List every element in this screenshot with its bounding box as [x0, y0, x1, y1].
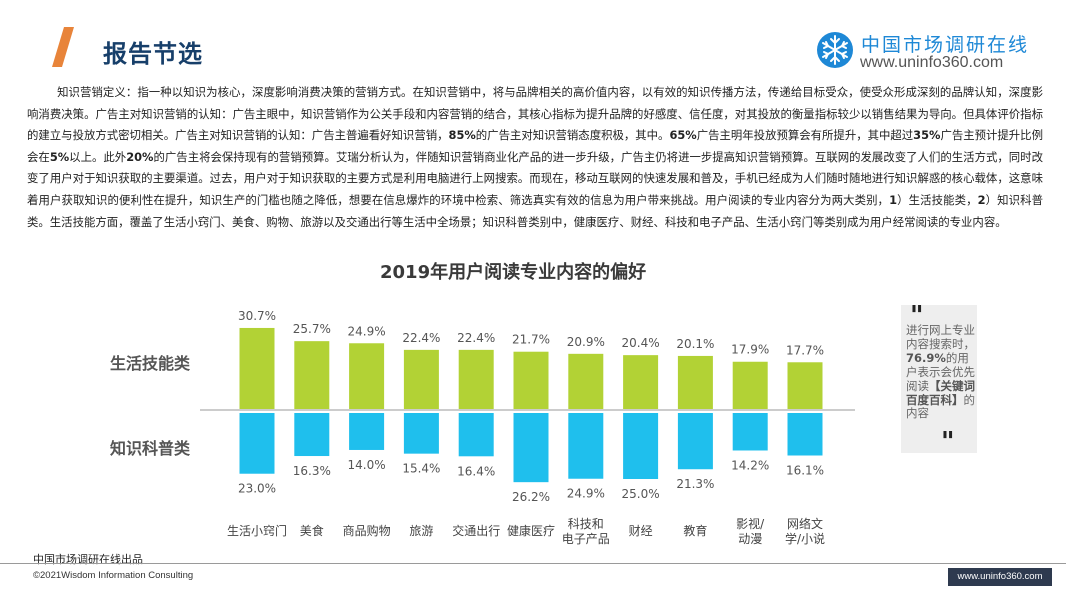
highlight-number: 20%	[126, 149, 154, 164]
snowflake-logo-icon	[817, 32, 853, 68]
data-label-knowledge: 14.0%	[348, 458, 386, 472]
text-segment: 以上。此外	[69, 149, 127, 164]
bar-life-skills	[294, 341, 330, 409]
category-label: 教育	[683, 523, 707, 538]
text-segment: 的广告主对知识营销态度积极，其中。	[475, 128, 670, 143]
data-label-knowledge: 25.0%	[622, 487, 660, 501]
bar-life-skills	[349, 343, 385, 409]
bar-life-skills	[513, 351, 549, 409]
callout-box: " 进行网上专业内容搜索时，76.9%的用户表示会优先阅读【关键词百度百科】的内…	[901, 301, 977, 457]
bar-life-skills	[732, 361, 768, 409]
bar-life-skills	[568, 353, 604, 409]
callout-highlight: 76.9%	[906, 350, 946, 365]
page-title: 报告节选	[103, 40, 203, 68]
text-segment: 知识营销定义：指一种以知识为核心，深度影响消费决策的营销方式。在知识营销中，将与…	[27, 85, 1043, 143]
category-label: 交通出行	[452, 523, 500, 538]
bar-life-skills	[403, 349, 439, 409]
bar-life-skills	[623, 355, 659, 409]
text-segment: ）知识科普类。生活技能方面，覆盖了生活小窍门、美食、购物、旅游以及交通出行等生活…	[27, 192, 1043, 229]
bar-life-skills	[677, 355, 713, 409]
footer-copyright: ©2021Wisdom Information Consulting	[33, 570, 194, 581]
category-label: 财经	[629, 524, 653, 538]
body-paragraph: 知识营销定义：指一种以知识为核心，深度影响消费决策的营销方式。在知识营销中，将与…	[27, 82, 1043, 233]
bar-knowledge	[513, 413, 549, 483]
bar-knowledge	[294, 413, 330, 457]
data-label-knowledge: 23.0%	[238, 482, 276, 496]
data-label-knowledge: 26.2%	[512, 490, 550, 504]
text-segment: ）生活技能类，	[897, 192, 978, 207]
data-label-life-skills: 21.7%	[512, 333, 550, 347]
category-label: 影视/动漫	[736, 516, 765, 546]
data-label-life-skills: 20.4%	[622, 336, 660, 350]
data-label-life-skills: 24.9%	[348, 324, 386, 338]
data-label-knowledge: 14.2%	[731, 458, 769, 472]
category-label: 生活小窍门	[227, 523, 287, 538]
category-label: 科技和电子产品	[562, 517, 610, 546]
highlight-number: 5%	[49, 149, 70, 164]
bar-knowledge	[349, 413, 385, 450]
data-label-life-skills: 30.7%	[238, 309, 276, 323]
highlight-number: 1	[889, 192, 897, 207]
data-label-life-skills: 17.7%	[786, 343, 824, 357]
category-label: 商品购物	[343, 523, 391, 538]
category-label: 美食	[300, 523, 324, 538]
quote-close-icon: "	[941, 427, 955, 457]
bar-knowledge	[458, 413, 494, 457]
data-label-knowledge: 15.4%	[402, 462, 440, 476]
highlight-number: 2	[977, 192, 986, 207]
quote-open-icon: "	[910, 301, 924, 331]
bar-knowledge	[787, 413, 823, 456]
data-label-life-skills: 22.4%	[457, 331, 495, 345]
text-segment: 的广告主将会保持现有的营销预算。艾瑞分析认为，伴随知识营销商业化产品的进一步升级…	[27, 149, 1043, 207]
series-label-knowledge: 知识科普类	[110, 439, 191, 458]
bar-knowledge	[239, 413, 275, 474]
text-segment: 广告主预计提升比例会在	[27, 128, 1043, 164]
data-label-life-skills: 20.9%	[567, 335, 605, 349]
chart-title: 2019年用户阅读专业内容的偏好	[380, 262, 647, 283]
data-label-knowledge: 16.4%	[457, 464, 495, 478]
bar-knowledge	[403, 413, 439, 454]
footer-divider	[0, 563, 1066, 564]
bar-knowledge	[677, 413, 713, 470]
highlight-number: 85%	[448, 128, 476, 143]
bar-life-skills	[787, 362, 823, 409]
bar-life-skills	[239, 327, 275, 409]
data-label-knowledge: 16.1%	[786, 464, 824, 478]
data-label-knowledge: 24.9%	[567, 487, 605, 501]
data-label-life-skills: 22.4%	[402, 331, 440, 345]
brand-logo[interactable]: 中国市场调研在线 www.uninfo360.com	[816, 30, 1056, 76]
category-label: 旅游	[409, 524, 433, 538]
series-label-life-skills: 生活技能类	[110, 354, 191, 373]
category-label: 健康医疗	[507, 523, 555, 538]
bar-knowledge	[568, 413, 604, 479]
data-label-life-skills: 20.1%	[676, 337, 714, 351]
footer-url-link[interactable]: www.uninfo360.com	[948, 568, 1052, 586]
logo-name: 中国市场调研在线	[861, 34, 1030, 56]
category-label: 网络文学/小说	[785, 516, 825, 546]
text-segment: 广告主明年投放预算会有所提升，其中超过	[696, 128, 914, 143]
footer-source: 中国市场调研在线出品	[33, 553, 143, 566]
bar-knowledge	[623, 413, 659, 479]
highlight-number: 35%	[913, 128, 941, 143]
highlight-number: 65%	[669, 128, 697, 143]
bar-life-skills	[458, 349, 494, 409]
logo-url[interactable]: www.uninfo360.com	[860, 54, 1004, 71]
data-label-life-skills: 17.9%	[731, 343, 769, 357]
data-label-knowledge: 16.3%	[293, 464, 331, 478]
data-label-life-skills: 25.7%	[293, 322, 331, 336]
callout-text: 进行网上专业内容搜索时，76.9%的用户表示会优先阅读【关键词百度百科】的内容	[906, 323, 975, 421]
data-label-knowledge: 21.3%	[676, 477, 714, 491]
orange-slash-accent-icon	[52, 27, 74, 67]
callout-highlight: 【关键词百度百科】	[906, 378, 975, 407]
bar-knowledge	[732, 413, 768, 451]
